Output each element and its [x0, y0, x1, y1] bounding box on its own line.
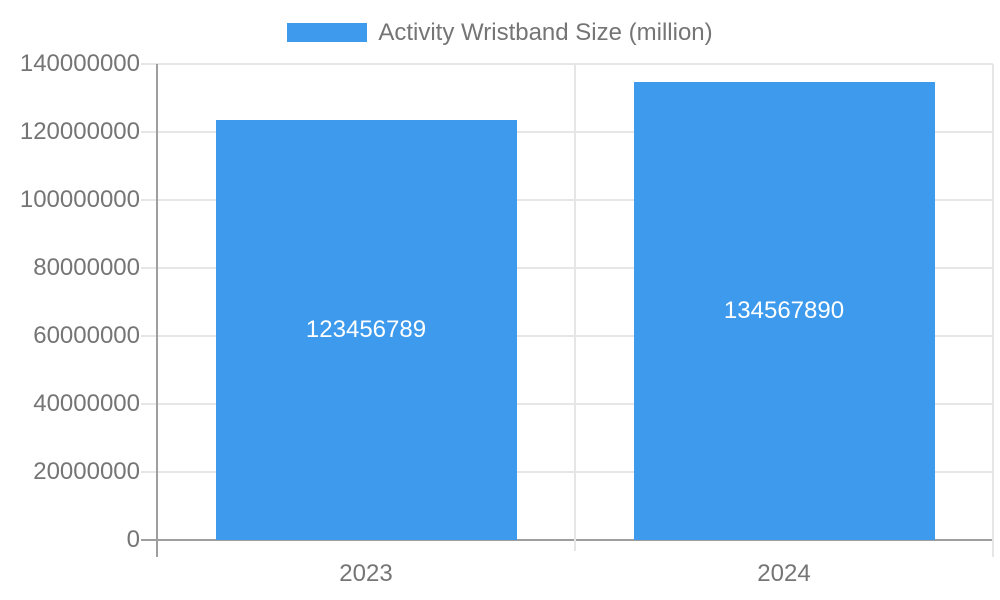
x-tick-label-2024: 2024 [757, 560, 811, 587]
y-tick-label-20000000: 20000000 [33, 458, 140, 485]
y-tick-0 [141, 539, 157, 541]
y-tick-label-80000000: 80000000 [33, 254, 140, 281]
y-tick-100000000 [141, 199, 157, 201]
category-divider-gridline [574, 64, 576, 551]
y-tick-label-140000000: 140000000 [19, 50, 140, 77]
bar-value-label-2024: 134567890 [723, 297, 845, 325]
y-tick-80000000 [141, 267, 157, 269]
y-tick-20000000 [141, 471, 157, 473]
y-tick-label-60000000: 60000000 [33, 322, 140, 349]
y-tick-label-100000000: 100000000 [19, 186, 140, 213]
y-tick-label-0: 0 [126, 526, 140, 553]
y-tick-120000000 [141, 131, 157, 133]
bar-2023[interactable] [215, 120, 517, 540]
bar-2024[interactable] [633, 82, 935, 540]
y-tick-40000000 [141, 403, 157, 405]
y-tick-label-40000000: 40000000 [33, 390, 140, 417]
legend-swatch [287, 23, 368, 42]
x-tick-label-2023: 2023 [339, 560, 393, 587]
chart-legend: Activity Wristband Size (million) [0, 18, 1000, 46]
y-tick-60000000 [141, 335, 157, 337]
bar-value-label-2023: 123456789 [305, 316, 427, 344]
y-tick-label-120000000: 120000000 [19, 118, 140, 145]
legend-label: Activity Wristband Size (million) [378, 18, 713, 46]
plot-right-border [992, 64, 994, 557]
y-axis-line [156, 64, 158, 557]
y-tick-140000000 [141, 63, 157, 65]
